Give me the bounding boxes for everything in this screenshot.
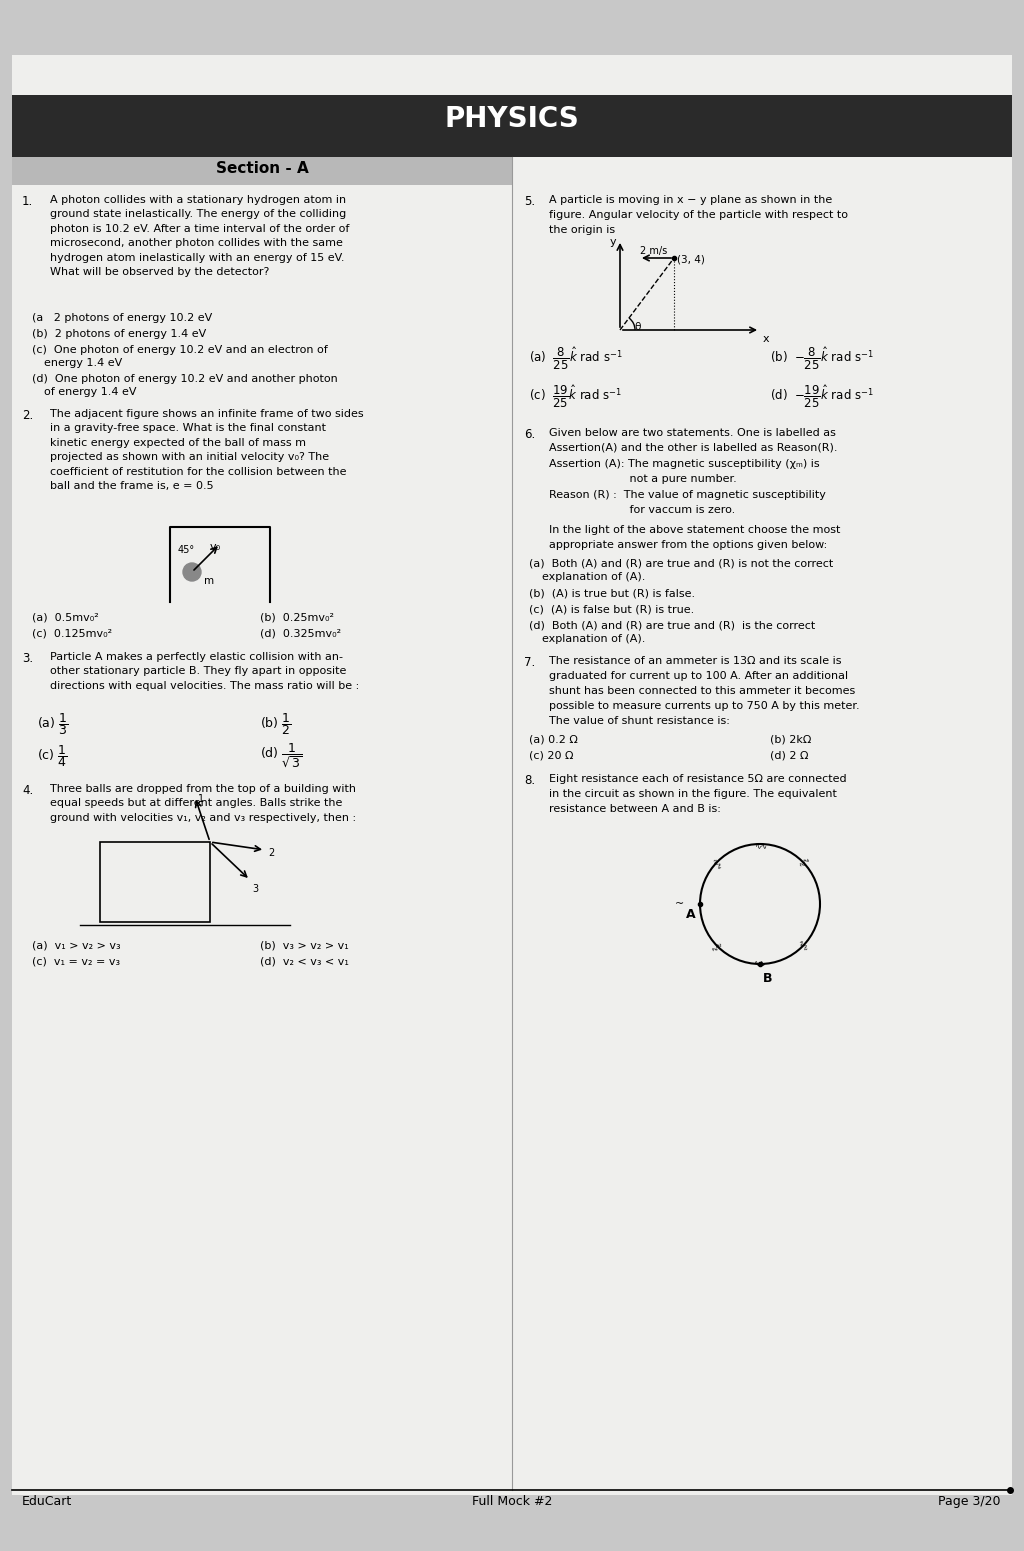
- Text: EduCart: EduCart: [22, 1495, 73, 1508]
- Text: 3.: 3.: [22, 651, 33, 665]
- Text: 2 m/s: 2 m/s: [640, 247, 668, 256]
- Text: ∿∿: ∿∿: [795, 938, 810, 954]
- Text: Full Mock #2: Full Mock #2: [472, 1495, 552, 1508]
- Text: (d)  $-\dfrac{19}{25}\hat{k}\ \mathrm{rad\ s}^{-1}$: (d) $-\dfrac{19}{25}\hat{k}\ \mathrm{rad…: [770, 385, 873, 409]
- Text: ∿∿: ∿∿: [710, 855, 725, 869]
- Text: (c)  0.125mv₀²: (c) 0.125mv₀²: [32, 628, 112, 637]
- Text: possible to measure currents up to 750 A by this meter.: possible to measure currents up to 750 A…: [549, 701, 859, 710]
- Text: (a)  v₁ > v₂ > v₃: (a) v₁ > v₂ > v₃: [32, 940, 121, 951]
- Text: (a)  Both (A) and (R) are true and (R) is not the correct: (a) Both (A) and (R) are true and (R) is…: [529, 558, 834, 568]
- Text: 3: 3: [252, 884, 258, 893]
- Text: The resistance of an ammeter is 13Ω and its scale is: The resistance of an ammeter is 13Ω and …: [549, 656, 842, 665]
- Text: ∿∿: ∿∿: [795, 855, 810, 869]
- Text: Particle A makes a perfectly elastic collision with an-
other stationary particl: Particle A makes a perfectly elastic col…: [50, 651, 359, 690]
- Text: (c) $\dfrac{1}{4}$: (c) $\dfrac{1}{4}$: [37, 743, 68, 769]
- Text: (b) $\dfrac{1}{2}$: (b) $\dfrac{1}{2}$: [260, 710, 292, 737]
- Text: (d) 2 Ω: (d) 2 Ω: [770, 751, 809, 760]
- Text: (b)  0.25mv₀²: (b) 0.25mv₀²: [260, 613, 334, 622]
- Bar: [12, 95, 1012, 157]
- Text: (c)  (A) is false but (R) is true.: (c) (A) is false but (R) is true.: [529, 603, 694, 614]
- Text: Assertion(A) and the other is labelled as Reason(R).: Assertion(A) and the other is labelled a…: [549, 444, 838, 453]
- Text: in the circuit as shown in the figure. The equivalent: in the circuit as shown in the figure. T…: [549, 789, 837, 799]
- Text: Eight resistance each of resistance 5Ω are connected: Eight resistance each of resistance 5Ω a…: [549, 774, 847, 783]
- Text: (a   2 photons of energy 10.2 eV: (a 2 photons of energy 10.2 eV: [32, 313, 212, 323]
- Text: A: A: [686, 907, 695, 921]
- Text: m: m: [204, 575, 214, 586]
- Text: 1.: 1.: [22, 195, 33, 208]
- Text: ∿∿: ∿∿: [710, 938, 725, 954]
- Text: x: x: [763, 333, 770, 344]
- Text: y: y: [610, 237, 616, 247]
- Text: PHYSICS: PHYSICS: [444, 105, 580, 133]
- Text: Page 3/20: Page 3/20: [938, 1495, 1000, 1508]
- Text: (b)  (A) is true but (R) is false.: (b) (A) is true but (R) is false.: [529, 588, 695, 599]
- Text: (c)  One photon of energy 10.2 eV and an electron of: (c) One photon of energy 10.2 eV and an …: [32, 344, 328, 355]
- Text: 2: 2: [268, 848, 274, 858]
- Text: (c) 20 Ω: (c) 20 Ω: [529, 751, 573, 760]
- Text: 2.: 2.: [22, 409, 33, 422]
- Bar: [100, 842, 210, 921]
- Text: Section - A: Section - A: [216, 161, 308, 175]
- Text: (b)  2 photons of energy 1.4 eV: (b) 2 photons of energy 1.4 eV: [32, 329, 206, 340]
- Text: θ: θ: [634, 323, 640, 332]
- Text: (c)  v₁ = v₂ = v₃: (c) v₁ = v₂ = v₃: [32, 955, 120, 966]
- Text: In the light of the above statement choose the most: In the light of the above statement choo…: [549, 524, 841, 535]
- Text: A particle is moving in x − y plane as shown in the: A particle is moving in x − y plane as s…: [549, 195, 833, 205]
- Text: 4.: 4.: [22, 783, 33, 797]
- Text: A photon collides with a stationary hydrogen atom in
ground state inelastically.: A photon collides with a stationary hydr…: [50, 195, 349, 278]
- Text: Given below are two statements. One is labelled as: Given below are two statements. One is l…: [549, 428, 836, 437]
- Text: Reason (R) :  The value of magnetic susceptibility: Reason (R) : The value of magnetic susce…: [549, 490, 826, 499]
- Text: explanation of (A).: explanation of (A).: [542, 572, 645, 582]
- Text: v₀: v₀: [210, 541, 221, 552]
- Text: B: B: [763, 972, 772, 985]
- Text: 8.: 8.: [524, 774, 536, 786]
- Text: not a pure number.: not a pure number.: [549, 475, 736, 484]
- Text: explanation of (A).: explanation of (A).: [542, 634, 645, 644]
- Text: (d) $\dfrac{1}{\sqrt{3}}$: (d) $\dfrac{1}{\sqrt{3}}$: [260, 741, 303, 769]
- Text: graduated for current up to 100 A. After an additional: graduated for current up to 100 A. After…: [549, 672, 848, 681]
- Text: resistance between A and B is:: resistance between A and B is:: [549, 803, 721, 814]
- Text: Assertion (A): The magnetic susceptibility (χₘ) is: Assertion (A): The magnetic susceptibili…: [549, 459, 819, 468]
- Text: energy 1.4 eV: energy 1.4 eV: [44, 358, 122, 368]
- Text: appropriate answer from the options given below:: appropriate answer from the options give…: [549, 540, 827, 551]
- Text: (d)  v₂ < v₃ < v₁: (d) v₂ < v₃ < v₁: [260, 955, 349, 966]
- Text: The value of shunt resistance is:: The value of shunt resistance is:: [549, 717, 730, 726]
- Text: (a) $\dfrac{1}{3}$: (a) $\dfrac{1}{3}$: [37, 710, 69, 737]
- Text: ~: ~: [676, 900, 685, 909]
- Text: 6.: 6.: [524, 428, 536, 440]
- Text: 1: 1: [198, 794, 204, 803]
- Text: 7.: 7.: [524, 656, 536, 668]
- Text: (3, 4): (3, 4): [677, 254, 705, 265]
- Text: 45°: 45°: [178, 544, 196, 555]
- Circle shape: [183, 563, 201, 582]
- Text: The adjacent figure shows an infinite frame of two sides
in a gravity-free space: The adjacent figure shows an infinite fr…: [50, 409, 364, 492]
- Text: of energy 1.4 eV: of energy 1.4 eV: [44, 388, 136, 397]
- Text: shunt has been connected to this ammeter it becomes: shunt has been connected to this ammeter…: [549, 686, 855, 696]
- Text: figure. Angular velocity of the particle with respect to: figure. Angular velocity of the particle…: [549, 209, 848, 220]
- Text: ∿∿: ∿∿: [754, 960, 766, 968]
- Text: (a)  0.5mv₀²: (a) 0.5mv₀²: [32, 613, 98, 622]
- Text: (a)  $\dfrac{8}{25}\hat{k}\ \mathrm{rad\ s}^{-1}$: (a) $\dfrac{8}{25}\hat{k}\ \mathrm{rad\ …: [529, 346, 623, 372]
- Text: (b)  v₃ > v₂ > v₁: (b) v₃ > v₂ > v₁: [260, 940, 349, 951]
- Text: (d)  One photon of energy 10.2 eV and another photon: (d) One photon of energy 10.2 eV and ano…: [32, 374, 338, 385]
- Text: (c)  $\dfrac{19}{25}\hat{k}\ \mathrm{rad\ s}^{-1}$: (c) $\dfrac{19}{25}\hat{k}\ \mathrm{rad\…: [529, 385, 622, 409]
- Text: (d)  Both (A) and (R) are true and (R)  is the correct: (d) Both (A) and (R) are true and (R) is…: [529, 620, 815, 630]
- Text: (b)  $-\dfrac{8}{25}\hat{k}\ \mathrm{rad\ s}^{-1}$: (b) $-\dfrac{8}{25}\hat{k}\ \mathrm{rad\…: [770, 346, 873, 372]
- Text: (a) 0.2 Ω: (a) 0.2 Ω: [529, 734, 578, 744]
- Bar: [12, 157, 512, 185]
- Text: (b) 2kΩ: (b) 2kΩ: [770, 734, 811, 744]
- Text: Three balls are dropped from the top of a building with
equal speeds but at diff: Three balls are dropped from the top of …: [50, 783, 356, 822]
- Text: (d)  0.325mv₀²: (d) 0.325mv₀²: [260, 628, 341, 637]
- Text: the origin is: the origin is: [549, 225, 615, 236]
- Text: ∿∿: ∿∿: [754, 839, 766, 848]
- Text: 5.: 5.: [524, 195, 536, 208]
- Text: for vaccum is zero.: for vaccum is zero.: [549, 506, 735, 515]
